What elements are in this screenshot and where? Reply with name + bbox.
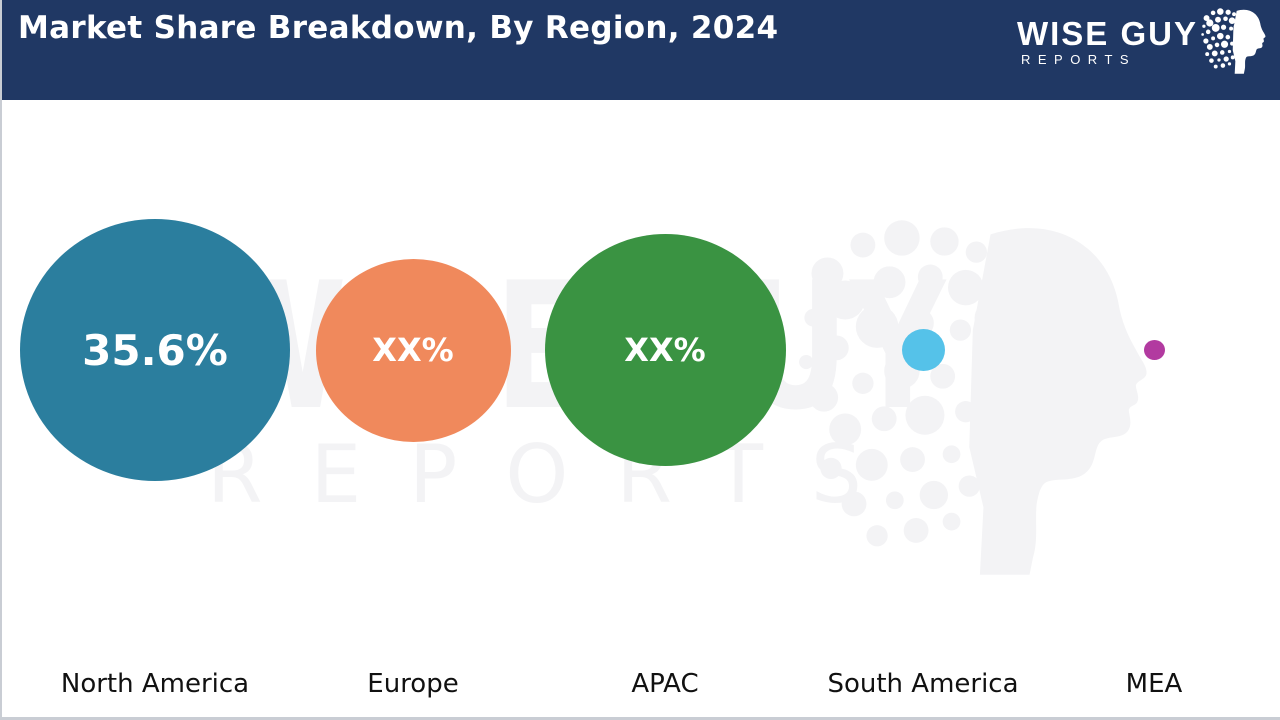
bubble-circle-south-america [901,329,945,371]
region-label-north-america: North America [60,669,250,699]
bubble-circle-north-america: 35.6% [20,219,290,481]
region-label-south-america: South America [827,669,1019,699]
share-label-apac: XX% [624,331,706,369]
bubble-circle-mea [1143,340,1165,360]
page-title: Market Share Breakdown, By Region, 2024 [18,10,779,46]
logo-head-icon [1201,8,1266,74]
region-label-mea: MEA [1125,669,1183,699]
share-label-europe: XX% [372,331,454,369]
wiseguy-logo: WISE GUY REPORTS [1017,8,1272,74]
bubble-circle-apac: XX% [544,234,786,466]
region-label-europe: Europe [367,669,459,699]
region-label-apac: APAC [631,669,699,699]
share-label-north-america: 35.6% [82,325,228,375]
logo-text: WISE GUY REPORTS [1017,15,1198,68]
header: Market Share Breakdown, By Region, 2024 … [2,0,1280,100]
bubble-circle-europe: XX% [315,258,511,442]
logo-wordmark: WISE GUY [1016,14,1198,52]
logo-subtext: REPORTS [1020,52,1137,68]
